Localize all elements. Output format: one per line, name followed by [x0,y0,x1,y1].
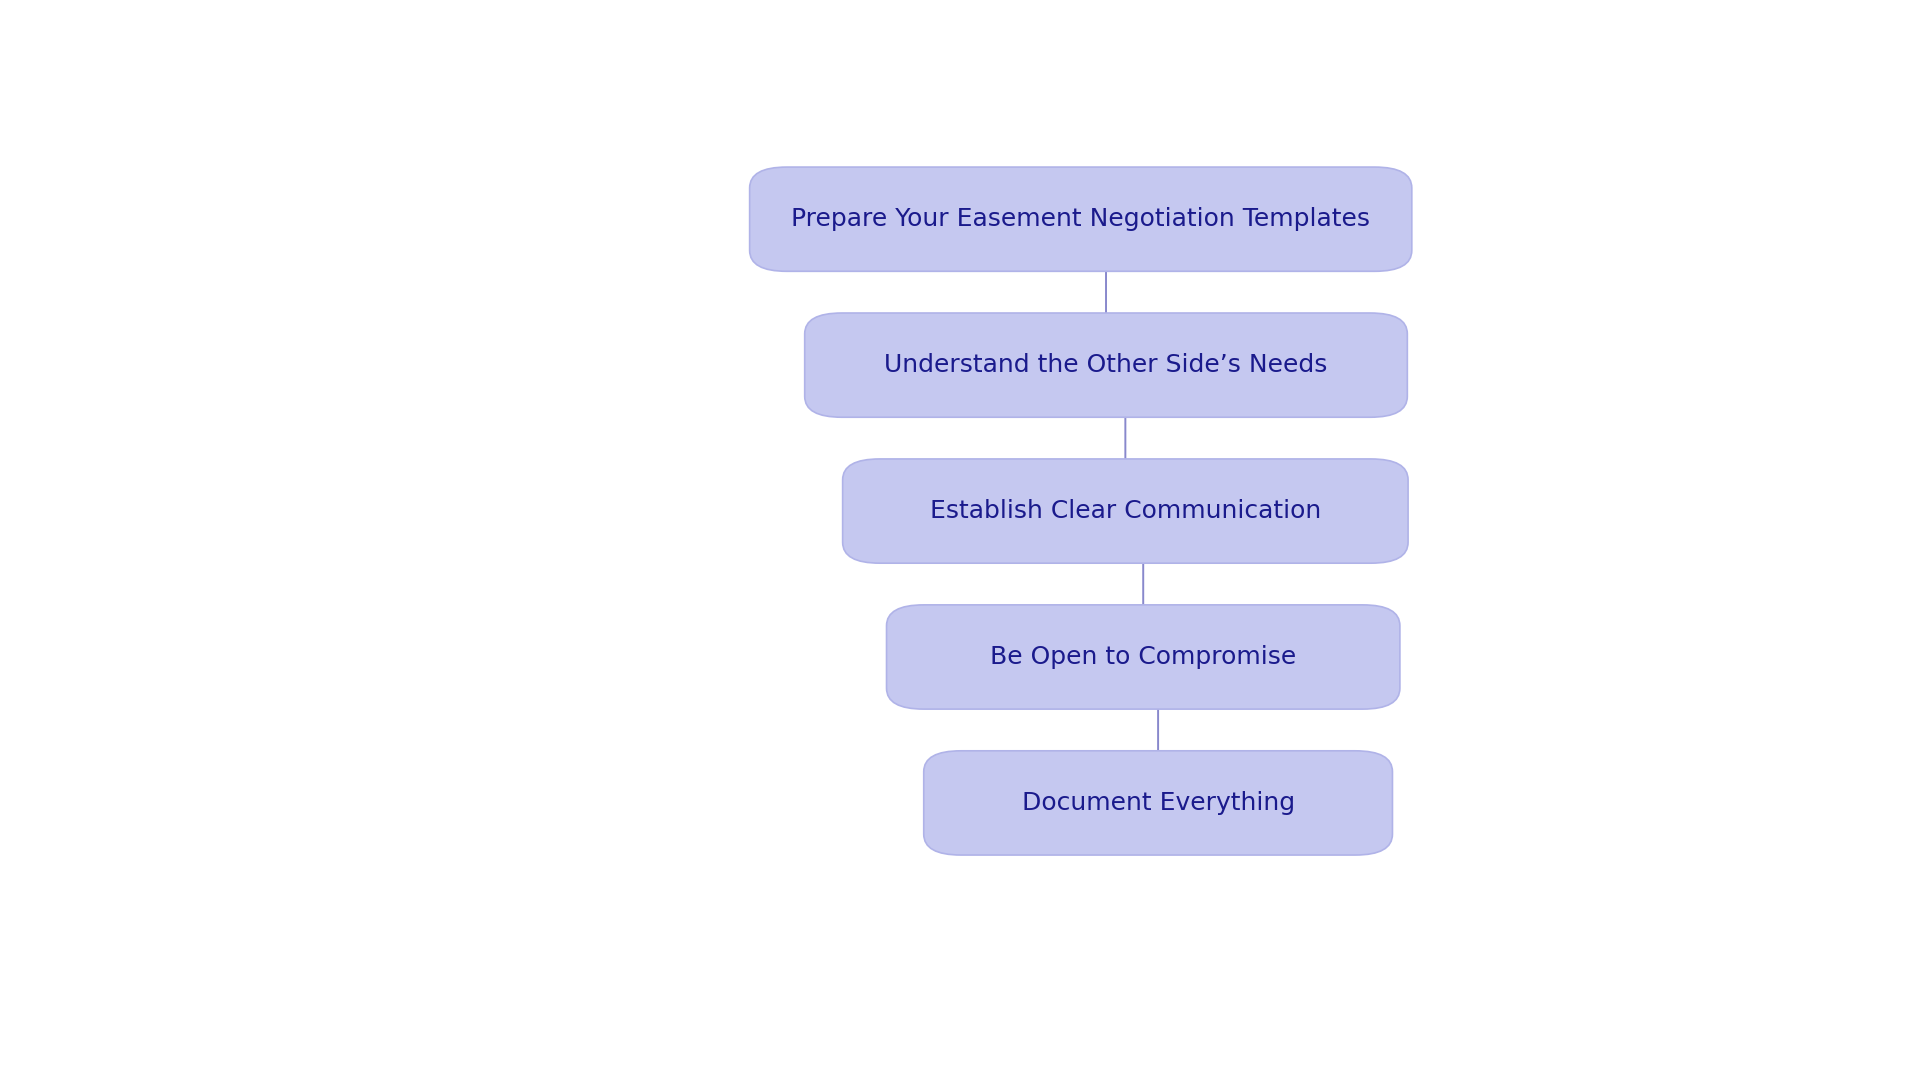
FancyBboxPatch shape [887,605,1400,709]
FancyBboxPatch shape [804,313,1407,417]
Text: Prepare Your Easement Negotiation Templates: Prepare Your Easement Negotiation Templa… [791,207,1371,231]
Text: Document Everything: Document Everything [1021,791,1294,814]
FancyBboxPatch shape [749,167,1411,272]
Text: Understand the Other Side’s Needs: Understand the Other Side’s Needs [885,353,1329,377]
FancyBboxPatch shape [924,751,1392,856]
FancyBboxPatch shape [843,459,1407,563]
Text: Establish Clear Communication: Establish Clear Communication [929,499,1321,523]
Text: Be Open to Compromise: Be Open to Compromise [991,645,1296,669]
